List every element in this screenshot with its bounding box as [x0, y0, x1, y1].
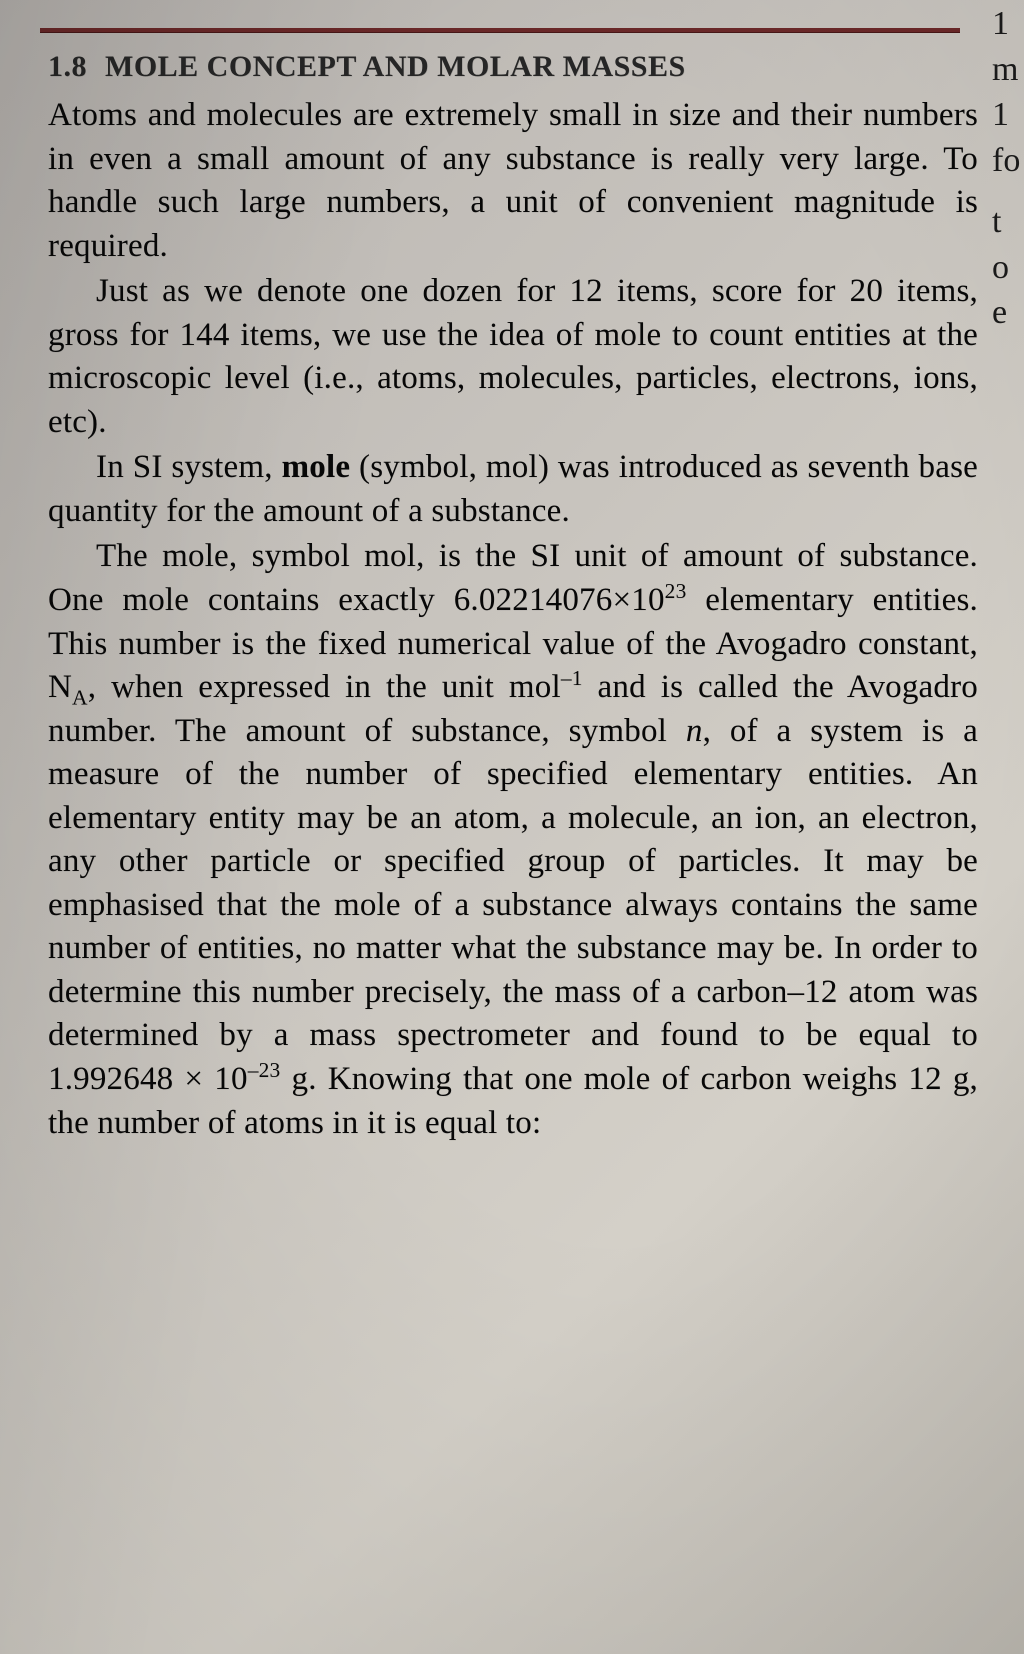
p4-text-c: , when expressed in the unit mol: [88, 669, 561, 705]
section-heading: 1.8 MOLE CONCEPT AND MOLAR MASSES: [48, 50, 1000, 84]
paragraph-2: Just as we denote one dozen for 12 items…: [48, 270, 978, 444]
p4-italic-n: n: [686, 713, 703, 749]
p4-text-e: , of a system is a measure of the number…: [48, 713, 978, 1097]
margin-gap: [992, 184, 1022, 198]
p4-exp-23: 23: [665, 579, 687, 603]
margin-char-3: 1: [992, 93, 1022, 137]
margin-char-1: 1: [992, 2, 1022, 46]
margin-char-7: e: [992, 291, 1022, 335]
section-number: 1.8: [48, 50, 87, 83]
top-horizontal-rule: [40, 28, 960, 32]
p3-text-a: In SI system,: [96, 449, 282, 485]
p4-sub-a: A: [72, 686, 88, 710]
paragraph-1: Atoms and molecules are extremely small …: [48, 94, 978, 268]
right-margin-cut-text: 1 m 1 fo t o e: [992, 2, 1022, 337]
p3-bold-mole: mole: [282, 449, 351, 485]
margin-char-4: fo: [992, 139, 1022, 183]
p4-exp-neg1: –1: [561, 666, 583, 690]
paragraph-4: The mole, symbol mol, is the SI unit of …: [48, 535, 978, 1145]
margin-char-6: o: [992, 246, 1022, 290]
margin-char-5: t: [992, 200, 1022, 244]
p4-exp-neg23: –23: [248, 1058, 281, 1082]
margin-char-2: m: [992, 48, 1022, 92]
textbook-page: 1.8 MOLE CONCEPT AND MOLAR MASSES Atoms a…: [48, 28, 1000, 1145]
paragraph-3: In SI system, mole (symbol, mol) was int…: [48, 446, 978, 533]
section-title: MOLE CONCEPT AND MOLAR MASSES: [105, 50, 686, 83]
